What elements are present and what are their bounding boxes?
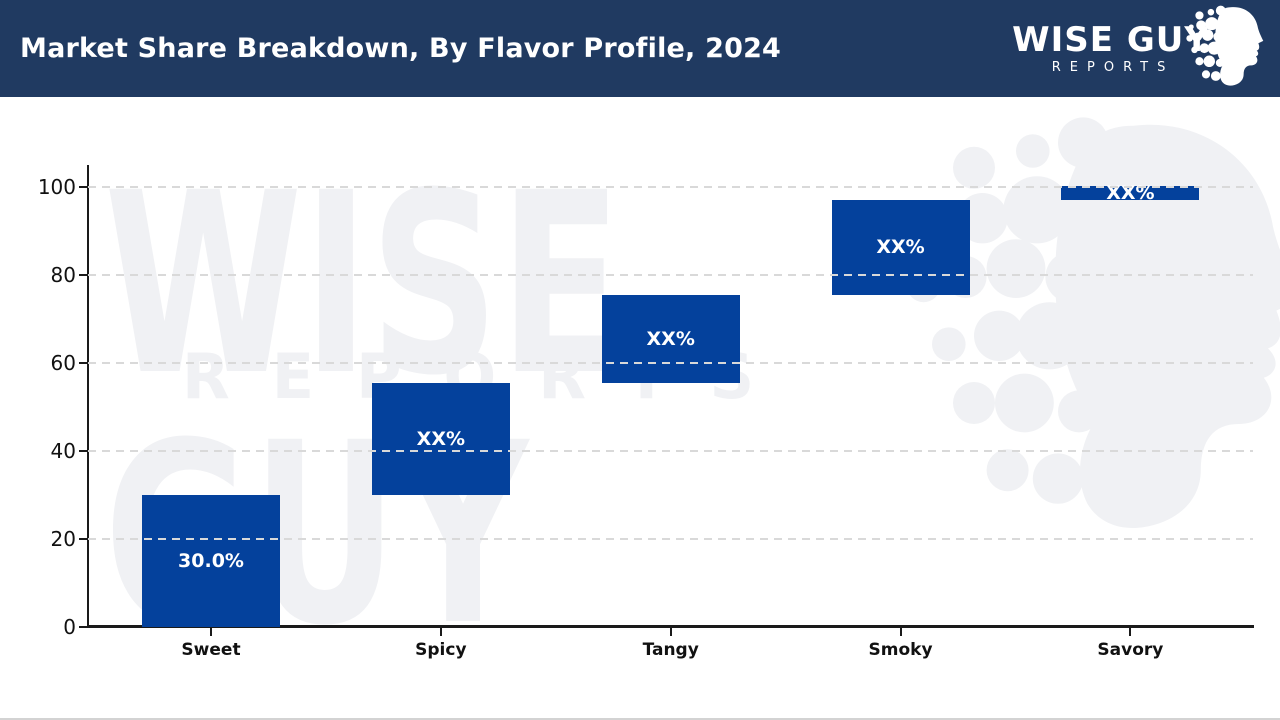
y-tick-mark <box>79 186 87 188</box>
waterfall-bar-sweet: 30.0% <box>142 495 280 627</box>
brand-logo: WISE GUY REPORTS <box>1012 4 1272 94</box>
gridline-y60 <box>88 362 1253 364</box>
y-axis-line <box>87 165 89 627</box>
x-category-label-tangy: Tangy <box>642 640 699 660</box>
bar-value-label: 30.0% <box>178 550 244 572</box>
y-tick-label: 80 <box>50 263 76 287</box>
x-category-label-savory: Savory <box>1097 640 1164 660</box>
y-tick-label: 0 <box>63 615 76 639</box>
gridline-y40 <box>88 450 1253 452</box>
x-tick-mark <box>439 628 442 636</box>
brand-head-icon <box>1186 5 1264 86</box>
page-title: Market Share Breakdown, By Flavor Profil… <box>20 33 782 64</box>
x-category-label-spicy: Spicy <box>415 640 467 660</box>
x-tick-mark <box>1129 628 1132 636</box>
waterfall-bar-spicy: XX% <box>371 382 510 495</box>
brand-logo-text: WISE GUY REPORTS <box>1012 23 1210 75</box>
x-category-label-sweet: Sweet <box>181 640 241 660</box>
bar-value-label: XX% <box>646 327 695 350</box>
gridline-y20 <box>88 538 1253 540</box>
gridline-y80 <box>88 274 1253 276</box>
y-tick-mark <box>79 626 87 628</box>
y-tick-mark <box>79 362 87 364</box>
y-tick-mark <box>79 538 87 540</box>
bar-value-label: XX% <box>416 427 466 450</box>
y-tick-label: 60 <box>50 351 76 375</box>
y-tick-label: 100 <box>37 175 76 199</box>
y-tick-label: 40 <box>50 439 76 463</box>
brand-subname: REPORTS <box>1051 60 1175 75</box>
x-axis-line <box>87 625 1254 628</box>
y-tick-label: 20 <box>50 527 76 551</box>
header-bar: Market Share Breakdown, By Flavor Profil… <box>0 0 1280 97</box>
bar-value-label: XX% <box>876 236 925 259</box>
gridline-y100 <box>88 186 1253 188</box>
y-tick-mark <box>79 450 87 452</box>
brand-name: WISE GUY <box>1012 20 1210 60</box>
waterfall-bar-tangy: XX% <box>601 294 740 383</box>
x-tick-mark <box>210 628 212 636</box>
y-tick-mark <box>79 274 87 276</box>
waterfall-chart: 0 20 40 60 80 100 30.0% Sweet XX% Spicy XX% Tangy XX… <box>0 97 1280 718</box>
waterfall-bar-smoky: XX% <box>831 200 970 295</box>
x-tick-mark <box>899 628 902 636</box>
x-tick-mark <box>669 628 672 636</box>
x-category-label-smoky: Smoky <box>868 640 933 660</box>
